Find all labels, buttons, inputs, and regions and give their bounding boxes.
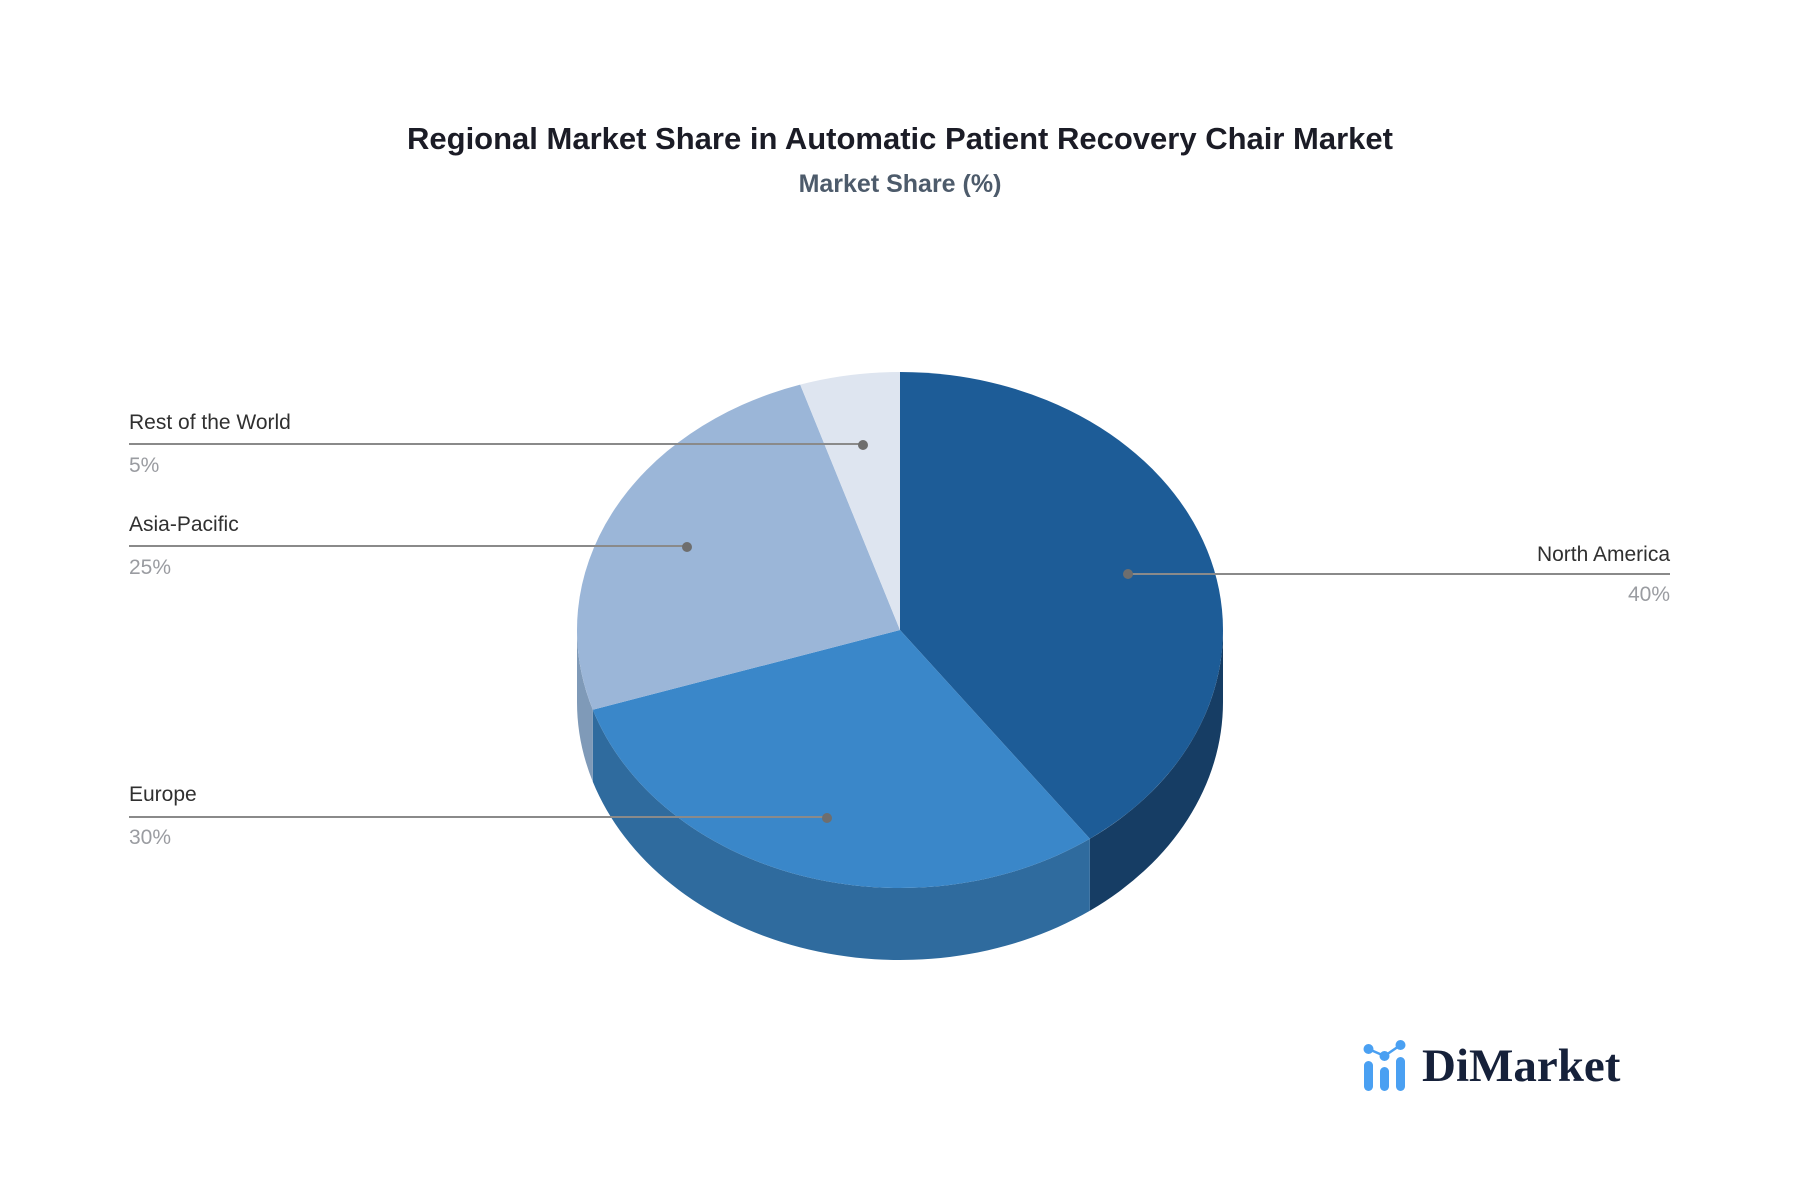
brand-name: DiMarket [1422, 1040, 1621, 1092]
brand-bar-2 [1380, 1067, 1389, 1091]
pie-slice-north-america-side [1089, 630, 1223, 911]
pie-slice-asia-pacific-side [577, 630, 593, 782]
brand-trend-dot-3 [1395, 1040, 1406, 1050]
callout-label-asia-pacific: Asia-Pacific [129, 513, 239, 536]
pie-slice-north-america [900, 372, 1223, 839]
callout-value-europe: 30% [129, 826, 172, 849]
brand-trend-dot-1 [1363, 1044, 1374, 1054]
brand-bar-3 [1396, 1057, 1405, 1091]
callout-label-rest-of-the-world: Rest of the World [129, 411, 291, 434]
pie-slice-europe [592, 630, 1090, 888]
pie-slice-europe-side [592, 709, 1090, 960]
callout-label-europe: Europe [129, 783, 197, 806]
brand-logo: DiMarket [1362, 1038, 1620, 1094]
callout-value-rest-of-the-world: 5% [129, 454, 160, 477]
brand-bar-1 [1364, 1061, 1373, 1091]
leader-dot-europe [822, 813, 832, 823]
chart-title: Regional Market Share in Automatic Patie… [407, 121, 1393, 156]
leader-dot-rest-of-the-world [858, 440, 868, 450]
leader-dot-north-america [1123, 569, 1133, 579]
callout-label-north-america: North America [1536, 543, 1670, 566]
pie-slice-asia-pacific [576, 384, 900, 710]
chart-subtitle: Market Share (%) [798, 170, 1002, 198]
brand-trend-dot-2 [1379, 1051, 1390, 1061]
callout-value-north-america: 40% [1627, 583, 1670, 606]
leader-dot-asia-pacific [682, 542, 692, 552]
callout-value-asia-pacific: 25% [129, 556, 172, 579]
pie-slice-rest-of-the-world [800, 372, 900, 630]
bar-chart-trend-icon [1363, 1040, 1406, 1091]
